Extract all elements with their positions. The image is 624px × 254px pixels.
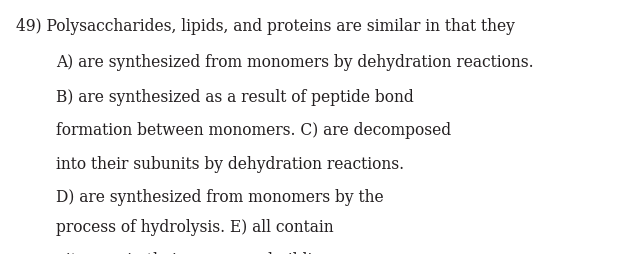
Text: into their subunits by dehydration reactions.: into their subunits by dehydration react… [56, 155, 404, 172]
Text: D) are synthesized from monomers by the: D) are synthesized from monomers by the [56, 188, 384, 205]
Text: process of hydrolysis. E) all contain: process of hydrolysis. E) all contain [56, 218, 334, 235]
Text: formation between monomers. C) are decomposed: formation between monomers. C) are decom… [56, 122, 451, 139]
Text: nitrogen in their monomer building: nitrogen in their monomer building [56, 251, 333, 254]
Text: B) are synthesized as a result of peptide bond: B) are synthesized as a result of peptid… [56, 89, 414, 106]
Text: 49) Polysaccharides, lipids, and proteins are similar in that they: 49) Polysaccharides, lipids, and protein… [16, 18, 514, 35]
Text: A) are synthesized from monomers by dehydration reactions.: A) are synthesized from monomers by dehy… [56, 53, 534, 70]
